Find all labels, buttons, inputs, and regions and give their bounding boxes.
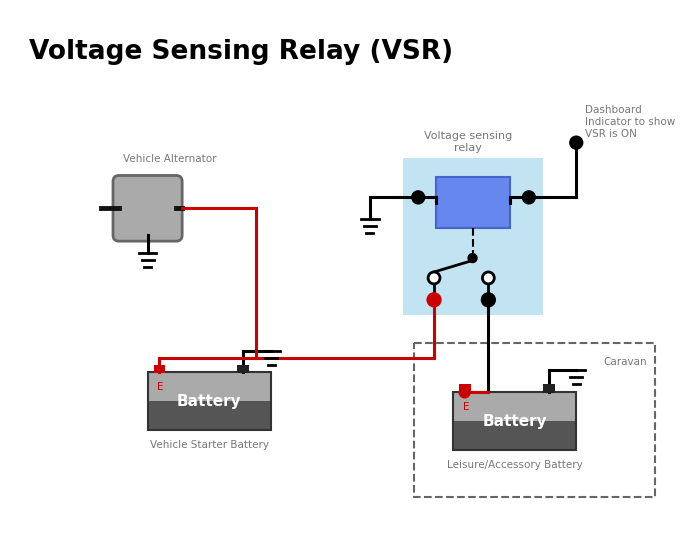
Circle shape xyxy=(482,272,494,284)
Circle shape xyxy=(412,191,425,204)
Bar xyxy=(153,365,165,373)
Text: Leisure/Accessory Battery: Leisure/Accessory Battery xyxy=(447,460,582,470)
Bar xyxy=(453,393,576,450)
Bar xyxy=(414,343,655,497)
Text: Voltage Sensing Relay (VSR): Voltage Sensing Relay (VSR) xyxy=(29,39,453,65)
Bar xyxy=(148,373,271,430)
Circle shape xyxy=(570,136,582,149)
Circle shape xyxy=(427,293,441,307)
Circle shape xyxy=(522,191,536,204)
Circle shape xyxy=(482,293,496,307)
Bar xyxy=(542,384,554,393)
Text: Battery: Battery xyxy=(177,394,241,409)
Bar xyxy=(453,421,576,450)
Circle shape xyxy=(428,272,440,284)
Bar xyxy=(148,373,271,401)
Circle shape xyxy=(459,387,470,398)
Text: E: E xyxy=(463,402,469,412)
Text: Battery: Battery xyxy=(482,413,547,429)
Bar xyxy=(453,393,576,421)
Bar xyxy=(237,365,249,373)
Text: E: E xyxy=(158,382,164,393)
Circle shape xyxy=(468,253,477,263)
Bar xyxy=(436,177,510,228)
Bar xyxy=(403,157,542,315)
Text: Vehicle Starter Battery: Vehicle Starter Battery xyxy=(150,440,269,450)
Text: Vehicle Alternator: Vehicle Alternator xyxy=(123,154,216,164)
Bar xyxy=(148,401,271,430)
Text: Voltage sensing
relay: Voltage sensing relay xyxy=(424,131,512,153)
Text: Caravan: Caravan xyxy=(604,357,648,367)
Text: Dashboard
Indicator to show
VSR is ON: Dashboard Indicator to show VSR is ON xyxy=(585,105,675,139)
Bar xyxy=(458,384,470,393)
FancyBboxPatch shape xyxy=(113,176,182,241)
